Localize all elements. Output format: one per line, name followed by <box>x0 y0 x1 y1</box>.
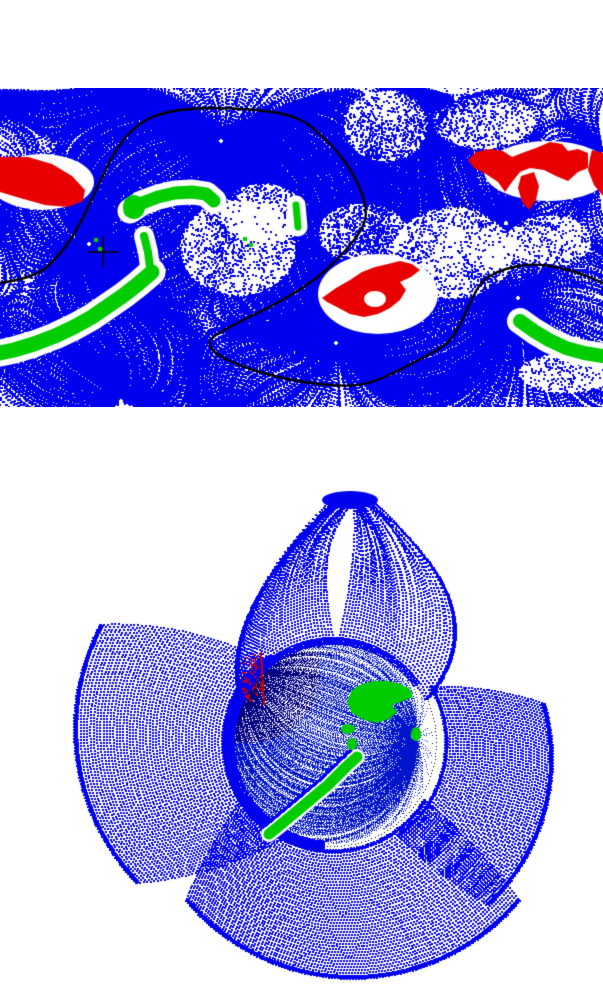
sphere-3d-panel <box>0 488 603 989</box>
synoptic-map-panel <box>0 88 603 407</box>
